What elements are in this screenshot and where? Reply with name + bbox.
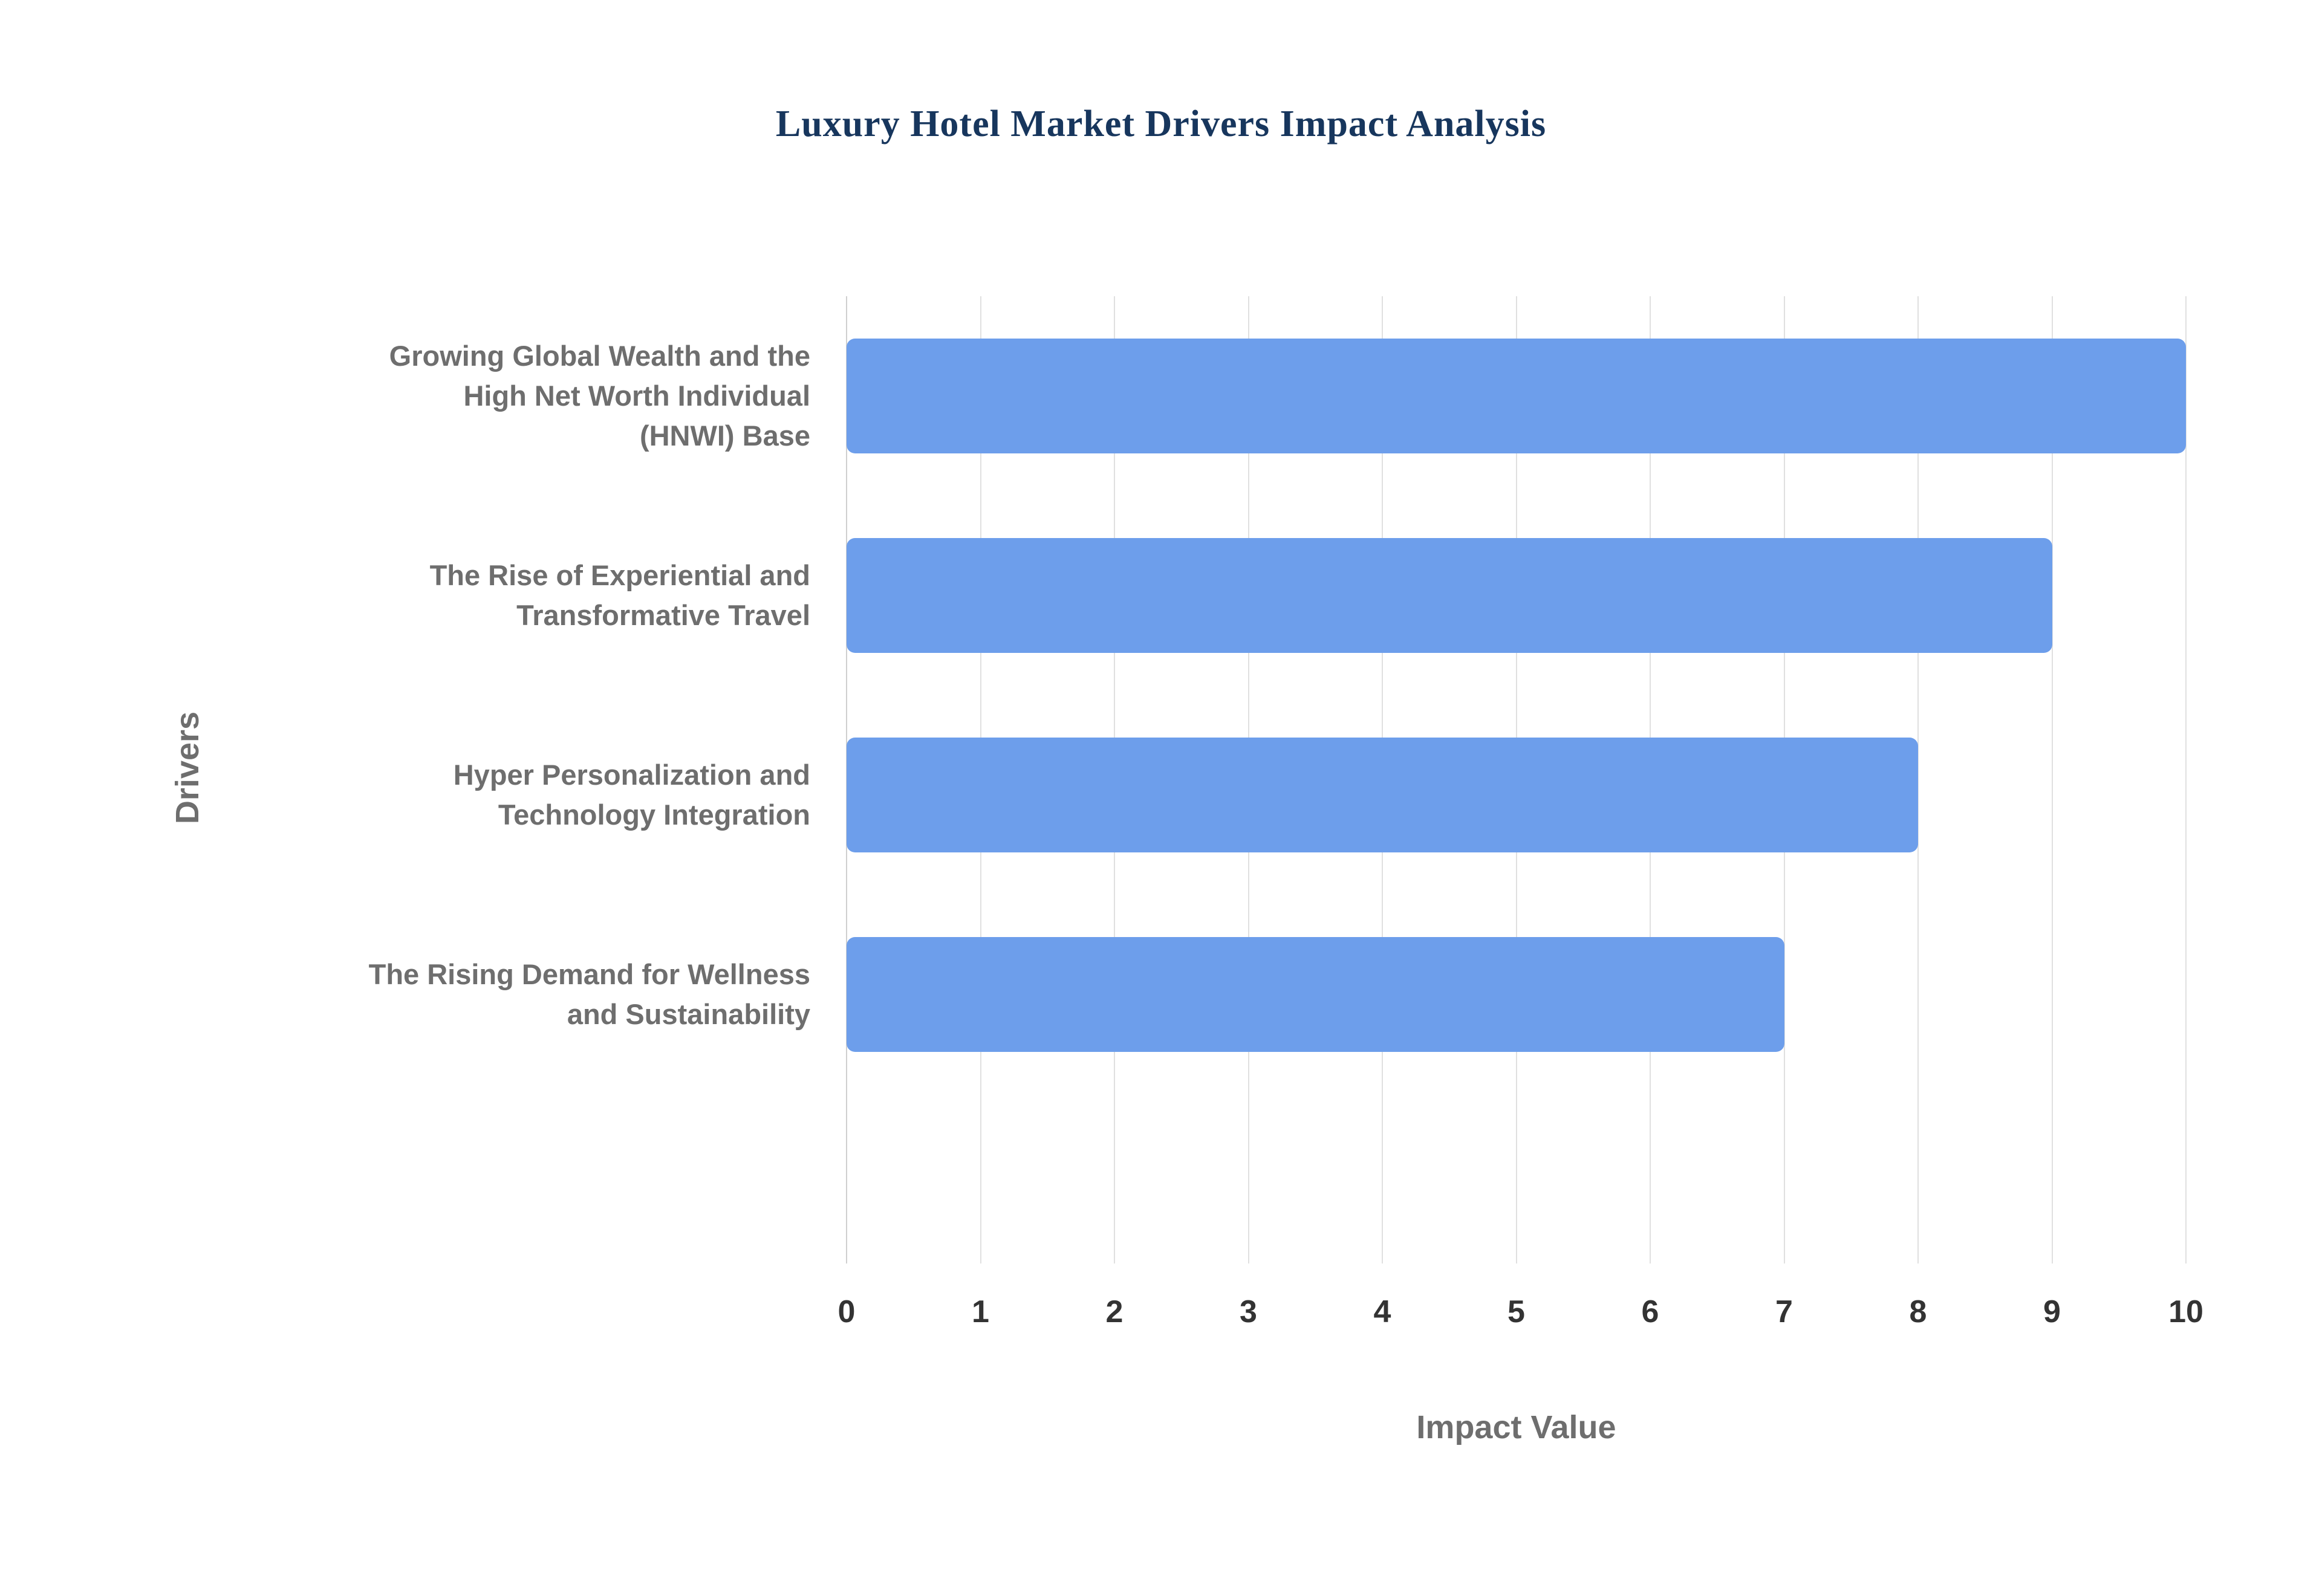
gridline (1917, 296, 1919, 1264)
category-label-text: The Rise of Experiential and Transformat… (429, 559, 810, 631)
plot-area (846, 296, 2187, 1264)
gridline (2051, 296, 2053, 1264)
category-label-text: Growing Global Wealth and the High Net W… (389, 340, 810, 452)
x-tick-label: 5 (1507, 1294, 1525, 1329)
x-axis-ticks: 0 1 2 3 4 5 6 7 8 9 10 (838, 1294, 2203, 1348)
category-labels: Growing Global Wealth and the High Net W… (0, 296, 810, 1264)
x-tick-label: 3 (1240, 1294, 1257, 1329)
category-label: The Rising Demand for Wellness and Susta… (0, 895, 810, 1094)
x-tick-label: 0 (837, 1294, 856, 1329)
x-tick-label: 6 (1641, 1294, 1659, 1329)
x-tick-label: 8 (1909, 1294, 1927, 1329)
bar (847, 339, 2186, 453)
x-tick-label: 9 (2043, 1294, 2061, 1329)
bar-band (847, 695, 2186, 895)
bar (847, 738, 1918, 852)
category-label-text: The Rising Demand for Wellness and Susta… (368, 958, 810, 1030)
gridline (2185, 296, 2187, 1264)
category-label-text: Hyper Personalization and Technology Int… (453, 759, 810, 831)
x-tick-label: 2 (1105, 1294, 1124, 1329)
x-tick-label: 10 (2168, 1294, 2203, 1329)
category-label: Hyper Personalization and Technology Int… (0, 695, 810, 895)
x-axis-title: Impact Value (1416, 1409, 1616, 1445)
bar-band (847, 895, 2186, 1094)
bar-band (847, 496, 2186, 695)
x-tick-label: 1 (972, 1294, 989, 1329)
category-label: Growing Global Wealth and the High Net W… (0, 296, 810, 496)
bar (847, 937, 1784, 1052)
category-label: The Rise of Experiential and Transformat… (0, 496, 810, 695)
chart-title: Luxury Hotel Market Drivers Impact Analy… (775, 103, 1547, 144)
bar-band (847, 296, 2186, 496)
x-tick-label: 7 (1775, 1294, 1793, 1329)
bar (847, 538, 2052, 653)
x-tick-label: 4 (1373, 1294, 1391, 1329)
